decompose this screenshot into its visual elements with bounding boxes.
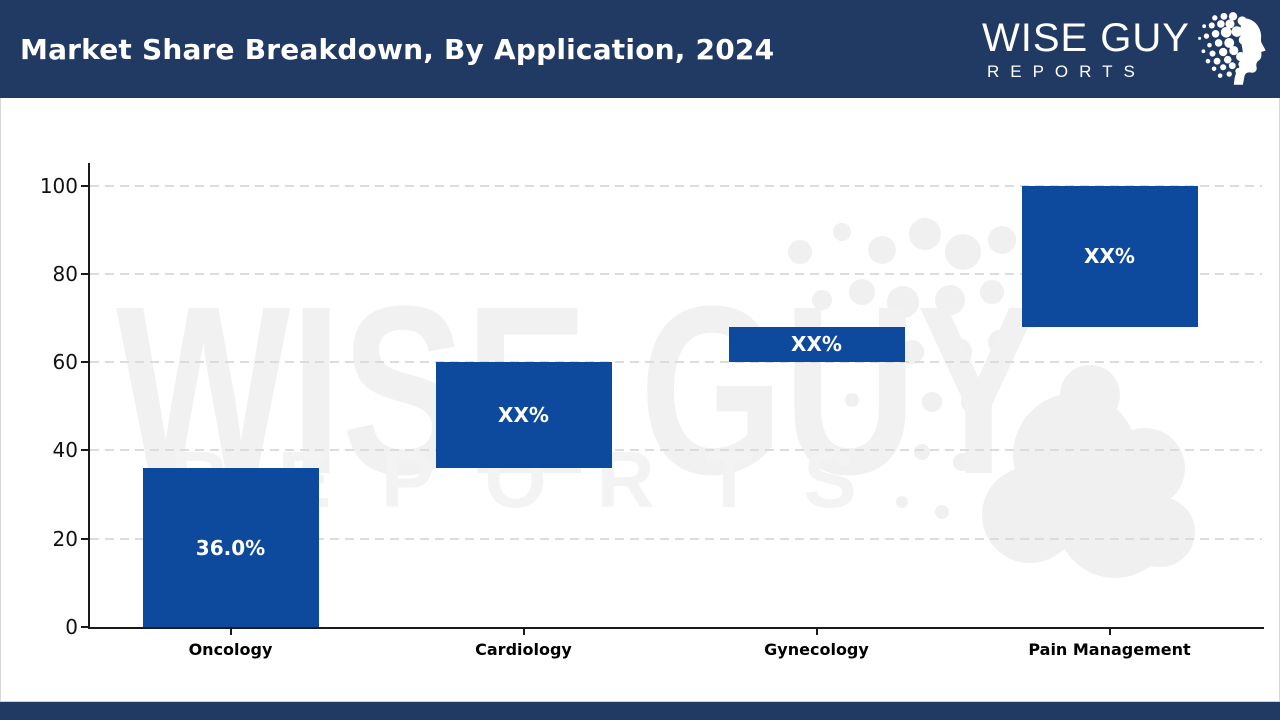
x-tick-3 bbox=[1108, 629, 1111, 635]
x-category-label: Oncology bbox=[188, 640, 273, 659]
y-tick-40 bbox=[81, 449, 89, 452]
logo-text: WISE GUY REPORTS bbox=[982, 18, 1190, 80]
y-tick-80 bbox=[81, 272, 89, 275]
y-tick-label-0: 0 bbox=[65, 615, 78, 639]
bar-gynecology: XX% bbox=[728, 326, 905, 363]
y-tick-60 bbox=[81, 361, 89, 364]
x-axis-line bbox=[88, 627, 1264, 629]
y-tick-100 bbox=[81, 184, 89, 187]
bar-value-label: XX% bbox=[791, 332, 842, 357]
x-category-label: Pain Management bbox=[1028, 640, 1191, 659]
y-tick-20 bbox=[81, 537, 89, 540]
x-tick-1 bbox=[522, 629, 525, 635]
y-tick-label-100: 100 bbox=[39, 173, 78, 198]
gridline-80 bbox=[90, 272, 1262, 275]
bar-pain-management: XX% bbox=[1021, 185, 1198, 327]
gridline-100 bbox=[90, 184, 1262, 187]
page-title: Market Share Breakdown, By Application, … bbox=[20, 32, 775, 66]
footer-bar bbox=[0, 701, 1280, 720]
y-tick-label-80: 80 bbox=[52, 261, 78, 286]
y-axis-line bbox=[88, 163, 90, 629]
y-tick-label-40: 40 bbox=[52, 438, 78, 463]
logo-head-icon bbox=[1198, 12, 1266, 85]
x-category-label: Cardiology bbox=[475, 640, 572, 659]
gridline-20 bbox=[90, 537, 1262, 540]
logo-subtext: REPORTS bbox=[986, 62, 1146, 81]
y-tick-0 bbox=[81, 626, 89, 628]
gridline-40 bbox=[90, 449, 1262, 452]
logo: WISE GUY REPORTS bbox=[982, 6, 1268, 92]
y-tick-label-60: 60 bbox=[52, 350, 78, 375]
y-tick-label-20: 20 bbox=[52, 526, 78, 551]
x-category-label: Gynecology bbox=[764, 640, 869, 659]
header-bar: Market Share Breakdown, By Application, … bbox=[0, 0, 1280, 98]
bar-value-label: 36.0% bbox=[195, 535, 266, 560]
logo-wordmark: WISE GUY bbox=[981, 16, 1190, 60]
bar-oncology: 36.0% bbox=[142, 468, 319, 627]
gridline-60 bbox=[90, 361, 1262, 364]
bar-cardiology: XX% bbox=[435, 362, 612, 469]
x-tick-0 bbox=[229, 629, 232, 635]
bar-value-label: XX% bbox=[498, 403, 549, 428]
bar-value-label: XX% bbox=[1084, 244, 1135, 269]
x-tick-2 bbox=[815, 629, 818, 635]
